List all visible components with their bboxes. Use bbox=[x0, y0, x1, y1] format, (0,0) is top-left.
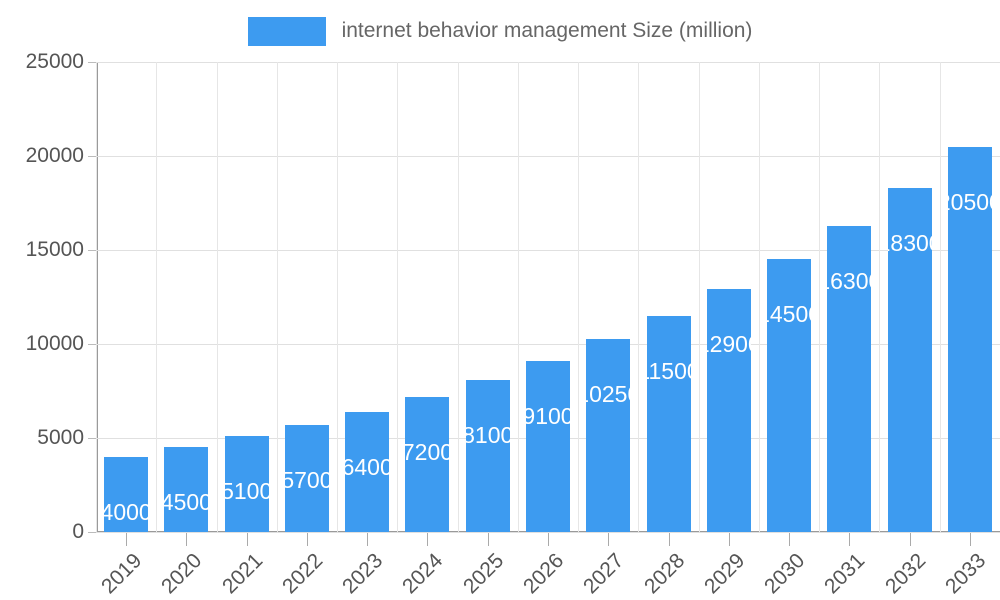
x-axis-tick-label: 2021 bbox=[217, 549, 267, 599]
y-tick-mark bbox=[88, 62, 96, 63]
bar-value-label: 10250 bbox=[586, 381, 630, 408]
x-tick-mark bbox=[487, 533, 489, 546]
y-gridline bbox=[96, 62, 1000, 63]
x-tick-mark bbox=[306, 533, 308, 546]
bar[interactable]: 7200 bbox=[405, 396, 450, 532]
bar[interactable]: 14500 bbox=[767, 259, 812, 532]
bar[interactable]: 16300 bbox=[827, 225, 872, 532]
bar-value-label: 20500 bbox=[948, 188, 992, 215]
legend-color-swatch bbox=[247, 16, 326, 46]
x-axis-tick-label: 2031 bbox=[820, 549, 870, 599]
bar[interactable]: 8100 bbox=[465, 379, 510, 532]
x-axis-tick-label: 2023 bbox=[338, 549, 388, 599]
bar-value-label: 6400 bbox=[345, 453, 390, 480]
bar[interactable]: 18300 bbox=[887, 187, 932, 532]
bar-value-label: 18300 bbox=[888, 229, 932, 256]
x-axis-tick-label: 2025 bbox=[458, 549, 508, 599]
x-axis-tick-label: 2019 bbox=[97, 549, 147, 599]
x-gridline bbox=[96, 62, 97, 532]
bar[interactable]: 10250 bbox=[586, 339, 631, 532]
x-tick-mark bbox=[969, 533, 971, 546]
x-tick-mark bbox=[728, 533, 730, 546]
y-gridline bbox=[96, 250, 1000, 251]
bar-value-label: 14500 bbox=[767, 301, 811, 328]
x-gridline bbox=[337, 62, 338, 532]
y-axis-tick-label: 15000 bbox=[25, 238, 84, 261]
x-tick-mark bbox=[367, 533, 369, 546]
x-tick-mark bbox=[548, 533, 549, 546]
y-axis-tick-label: 25000 bbox=[25, 50, 84, 73]
bar[interactable]: 4500 bbox=[164, 447, 209, 532]
x-tick-mark bbox=[608, 533, 610, 546]
bar-value-label: 12900 bbox=[707, 331, 751, 358]
x-gridline bbox=[578, 62, 579, 532]
x-axis-tick-label: 2024 bbox=[398, 549, 448, 599]
x-axis-tick-label: 2028 bbox=[639, 549, 689, 599]
x-tick-mark bbox=[427, 533, 429, 546]
x-gridline bbox=[397, 62, 398, 532]
x-tick-mark bbox=[668, 533, 670, 546]
x-tick-mark bbox=[186, 533, 188, 546]
y-gridline bbox=[96, 156, 1000, 157]
y-axis-tick-label: 5000 bbox=[37, 426, 84, 449]
y-gridline bbox=[96, 532, 1000, 533]
bar[interactable]: 11500 bbox=[646, 315, 691, 532]
x-axis-tick-label: 2022 bbox=[277, 549, 328, 599]
bar[interactable]: 6400 bbox=[345, 411, 390, 532]
x-tick-mark bbox=[789, 533, 791, 546]
x-gridline bbox=[879, 62, 880, 532]
bar-value-label: 8100 bbox=[465, 421, 510, 448]
x-axis-tick-label: 2026 bbox=[518, 549, 569, 599]
y-tick-mark bbox=[88, 250, 96, 251]
x-gridline bbox=[156, 62, 157, 532]
plot-area: 4000 4500 5100 5700 6400 7200 8100 9100 10250 115… bbox=[88, 62, 1000, 533]
x-axis-tick-label: 2027 bbox=[579, 549, 629, 599]
x-gridline bbox=[819, 62, 820, 532]
bar-value-label: 5100 bbox=[224, 478, 269, 505]
x-gridline bbox=[759, 62, 760, 532]
bar[interactable]: 4000 bbox=[104, 456, 149, 532]
bar-value-label: 4000 bbox=[104, 498, 149, 525]
x-tick-mark bbox=[126, 533, 128, 546]
x-axis-tick-label: 2032 bbox=[880, 549, 930, 599]
legend-label: internet behavior management Size (milli… bbox=[341, 19, 753, 42]
x-axis-tick-label: 2033 bbox=[940, 549, 991, 599]
x-gridline bbox=[217, 62, 218, 532]
bar[interactable]: 5700 bbox=[284, 424, 329, 532]
y-tick-mark bbox=[88, 532, 96, 533]
bar-value-label: 11500 bbox=[647, 357, 691, 384]
bar-value-label: 5700 bbox=[284, 466, 329, 493]
x-axis-tick-label: 2020 bbox=[157, 549, 207, 599]
x-axis-tick-label: 2029 bbox=[699, 549, 750, 599]
y-axis-tick-label: 0 bbox=[72, 520, 84, 543]
y-gridline bbox=[96, 344, 1000, 345]
y-tick-mark bbox=[88, 438, 96, 439]
x-gridline bbox=[518, 62, 519, 532]
x-axis-tick-label: 2030 bbox=[760, 549, 810, 599]
bar-value-label: 9100 bbox=[526, 402, 570, 429]
bar-value-label: 16300 bbox=[827, 267, 871, 294]
y-tick-mark bbox=[88, 344, 96, 345]
x-tick-mark bbox=[909, 533, 911, 546]
y-axis-line bbox=[96, 62, 98, 532]
x-tick-mark bbox=[246, 533, 248, 546]
x-gridline bbox=[699, 62, 700, 532]
bar-value-label: 7200 bbox=[405, 438, 450, 465]
y-tick-mark bbox=[88, 156, 96, 157]
bar[interactable]: 20500 bbox=[947, 146, 992, 532]
bar[interactable]: 5100 bbox=[224, 436, 269, 532]
y-axis-tick-label: 10000 bbox=[25, 332, 84, 355]
chart-legend: internet behavior management Size (milli… bbox=[0, 14, 1000, 48]
bar[interactable]: 12900 bbox=[706, 289, 751, 532]
x-gridline bbox=[638, 62, 639, 532]
x-gridline bbox=[277, 62, 278, 532]
x-gridline bbox=[458, 62, 459, 532]
bar-value-label: 4500 bbox=[164, 489, 209, 516]
x-tick-mark bbox=[849, 533, 851, 546]
x-gridline bbox=[940, 62, 941, 532]
y-axis-tick-label: 20000 bbox=[25, 144, 84, 167]
bar[interactable]: 9100 bbox=[526, 360, 570, 532]
